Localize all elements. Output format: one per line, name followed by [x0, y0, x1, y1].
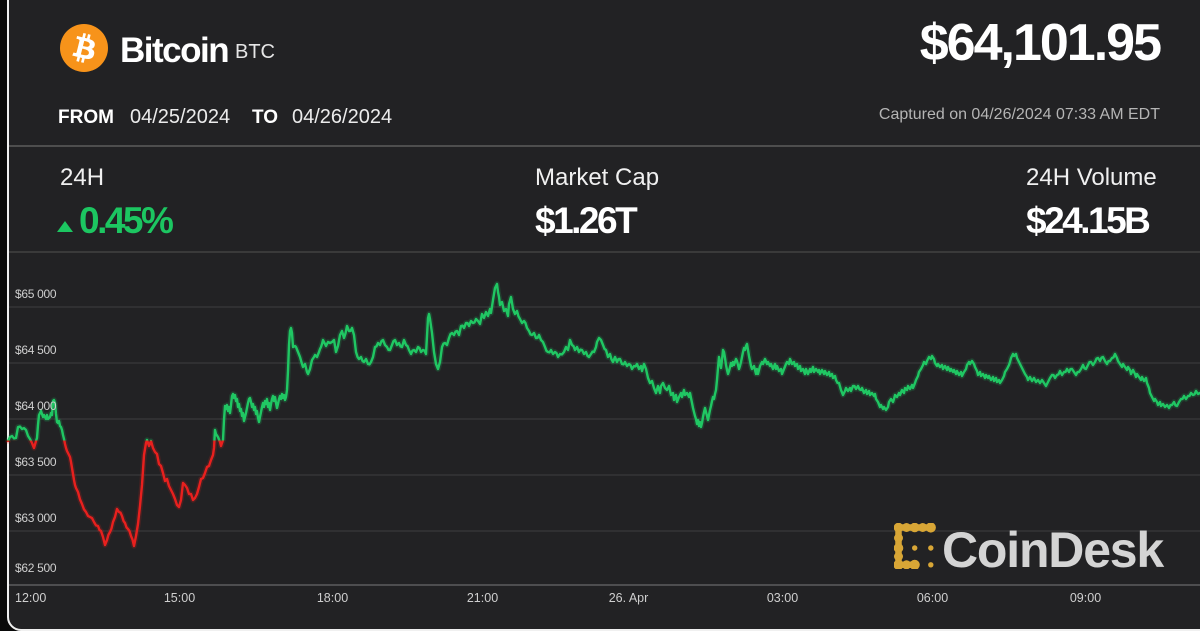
svg-text:$64 000: $64 000 [15, 399, 57, 413]
svg-text:15:00: 15:00 [164, 591, 195, 605]
svg-text:09:00: 09:00 [1070, 591, 1101, 605]
svg-text:06:00: 06:00 [917, 591, 948, 605]
svg-text:18:00: 18:00 [317, 591, 348, 605]
svg-text:03:00: 03:00 [767, 591, 798, 605]
svg-text:26. Apr: 26. Apr [609, 591, 649, 605]
svg-text:$65 000: $65 000 [15, 287, 57, 301]
svg-text:12:00: 12:00 [15, 591, 46, 605]
svg-text:$63 500: $63 500 [15, 455, 57, 469]
svg-text:$64 500: $64 500 [15, 343, 57, 357]
svg-text:$63 000: $63 000 [15, 511, 57, 525]
svg-text:21:00: 21:00 [467, 591, 498, 605]
svg-text:$62 500: $62 500 [15, 561, 57, 575]
